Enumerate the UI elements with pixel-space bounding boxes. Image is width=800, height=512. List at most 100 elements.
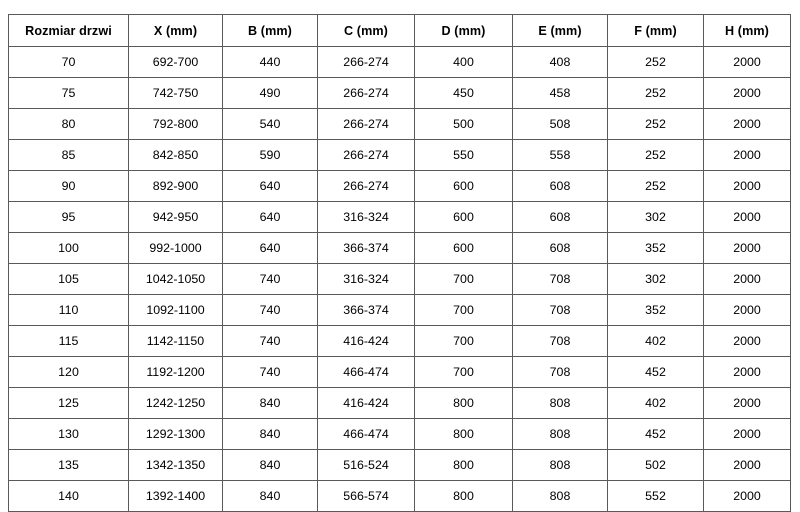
cell-door-size: 115 <box>8 325 129 357</box>
cell-value: 452 <box>607 356 704 388</box>
cell-door-size: 130 <box>8 418 129 450</box>
cell-value: 540 <box>222 108 318 140</box>
table-row: 125 1242-1250 840 416-424 800 808 402 2000 <box>8 387 791 419</box>
cell-value: 708 <box>512 356 608 388</box>
cell-value: 708 <box>512 325 608 357</box>
cell-value: 302 <box>607 263 704 295</box>
cell-value: 700 <box>414 294 513 326</box>
cell-value: 800 <box>414 418 513 450</box>
cell-value: 2000 <box>703 77 791 109</box>
cell-value: 402 <box>607 325 704 357</box>
cell-value: 2000 <box>703 170 791 202</box>
column-header-1: X (mm) <box>128 14 223 47</box>
cell-door-size: 80 <box>8 108 129 140</box>
table-row: 110 1092-1100 740 366-374 700 708 352 2000 <box>8 294 791 326</box>
cell-value: 266-274 <box>317 170 415 202</box>
cell-value: 2000 <box>703 232 791 264</box>
cell-value: 808 <box>512 387 608 419</box>
cell-value: 2000 <box>703 418 791 450</box>
cell-value: 600 <box>414 232 513 264</box>
cell-door-size: 105 <box>8 263 129 295</box>
cell-value: 366-374 <box>317 232 415 264</box>
cell-value: 640 <box>222 232 318 264</box>
cell-value: 490 <box>222 77 318 109</box>
cell-value: 2000 <box>703 480 791 512</box>
cell-value: 808 <box>512 449 608 481</box>
table-body: 70 692-700 440 266-274 400 408 252 2000 75 742-75… <box>8 46 791 512</box>
cell-value: 992-1000 <box>128 232 223 264</box>
cell-value: 942-950 <box>128 201 223 233</box>
column-header-0: Rozmiar drzwi <box>8 14 129 47</box>
column-header-4: D (mm) <box>414 14 513 47</box>
cell-value: 366-374 <box>317 294 415 326</box>
cell-value: 792-800 <box>128 108 223 140</box>
cell-value: 252 <box>607 46 704 78</box>
cell-value: 640 <box>222 170 318 202</box>
cell-value: 740 <box>222 325 318 357</box>
cell-value: 2000 <box>703 449 791 481</box>
cell-door-size: 120 <box>8 356 129 388</box>
cell-door-size: 135 <box>8 449 129 481</box>
cell-value: 352 <box>607 294 704 326</box>
cell-door-size: 85 <box>8 139 129 171</box>
cell-value: 508 <box>512 108 608 140</box>
cell-value: 608 <box>512 232 608 264</box>
cell-value: 252 <box>607 170 704 202</box>
cell-value: 800 <box>414 387 513 419</box>
cell-value: 842-850 <box>128 139 223 171</box>
table-header-row: Rozmiar drzwi X (mm) B (mm) C (mm) D (mm) E (… <box>8 14 791 47</box>
cell-value: 840 <box>222 480 318 512</box>
cell-value: 840 <box>222 418 318 450</box>
cell-value: 708 <box>512 294 608 326</box>
table-row: 75 742-750 490 266-274 450 458 252 2000 <box>8 77 791 109</box>
table-row: 95 942-950 640 316-324 600 608 302 2000 <box>8 201 791 233</box>
cell-value: 2000 <box>703 108 791 140</box>
cell-value: 640 <box>222 201 318 233</box>
cell-value: 450 <box>414 77 513 109</box>
cell-value: 316-324 <box>317 263 415 295</box>
cell-value: 416-424 <box>317 325 415 357</box>
cell-value: 302 <box>607 201 704 233</box>
cell-value: 2000 <box>703 201 791 233</box>
cell-value: 402 <box>607 387 704 419</box>
cell-value: 500 <box>414 108 513 140</box>
cell-value: 252 <box>607 77 704 109</box>
cell-value: 466-474 <box>317 356 415 388</box>
cell-door-size: 75 <box>8 77 129 109</box>
cell-value: 516-524 <box>317 449 415 481</box>
cell-value: 1192-1200 <box>128 356 223 388</box>
column-header-6: F (mm) <box>607 14 704 47</box>
table-row: 140 1392-1400 840 566-574 800 808 552 2000 <box>8 480 791 512</box>
cell-value: 1042-1050 <box>128 263 223 295</box>
cell-value: 1342-1350 <box>128 449 223 481</box>
cell-value: 892-900 <box>128 170 223 202</box>
cell-value: 266-274 <box>317 108 415 140</box>
cell-door-size: 140 <box>8 480 129 512</box>
column-header-7: H (mm) <box>703 14 791 47</box>
cell-value: 416-424 <box>317 387 415 419</box>
cell-value: 466-474 <box>317 418 415 450</box>
cell-value: 1292-1300 <box>128 418 223 450</box>
cell-value: 608 <box>512 170 608 202</box>
cell-value: 800 <box>414 480 513 512</box>
cell-value: 808 <box>512 480 608 512</box>
cell-value: 552 <box>607 480 704 512</box>
cell-value: 600 <box>414 170 513 202</box>
cell-value: 2000 <box>703 325 791 357</box>
cell-value: 400 <box>414 46 513 78</box>
cell-value: 452 <box>607 418 704 450</box>
table-row: 105 1042-1050 740 316-324 700 708 302 2000 <box>8 263 791 295</box>
cell-value: 708 <box>512 263 608 295</box>
cell-value: 590 <box>222 139 318 171</box>
column-header-3: C (mm) <box>317 14 415 47</box>
cell-door-size: 110 <box>8 294 129 326</box>
cell-value: 252 <box>607 139 704 171</box>
table-header: Rozmiar drzwi X (mm) B (mm) C (mm) D (mm) E (… <box>8 14 791 47</box>
cell-value: 1242-1250 <box>128 387 223 419</box>
cell-value: 352 <box>607 232 704 264</box>
cell-value: 700 <box>414 356 513 388</box>
cell-value: 2000 <box>703 356 791 388</box>
cell-value: 742-750 <box>128 77 223 109</box>
cell-value: 316-324 <box>317 201 415 233</box>
table-row: 90 892-900 640 266-274 600 608 252 2000 <box>8 170 791 202</box>
